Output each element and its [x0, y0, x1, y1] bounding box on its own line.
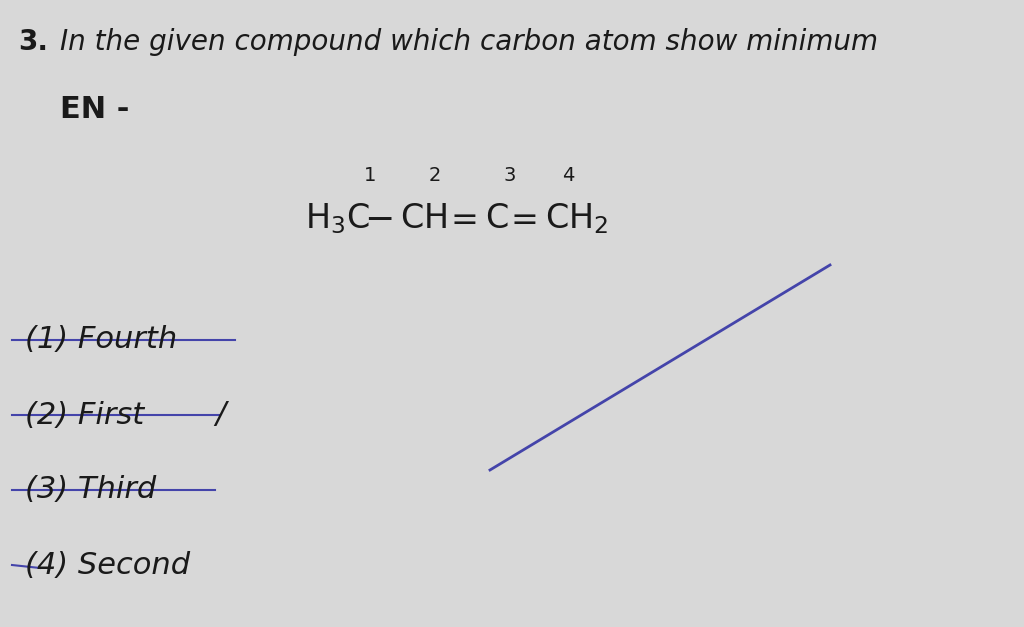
Text: (1) Fourth: (1) Fourth	[25, 325, 177, 354]
Text: $\mathrm{=}$: $\mathrm{=}$	[504, 202, 537, 235]
Text: (4) Second: (4) Second	[25, 551, 190, 579]
Text: (3) Third: (3) Third	[25, 475, 157, 505]
Text: 3: 3	[504, 166, 516, 185]
Text: $\mathrm{H_3C}$: $\mathrm{H_3C}$	[305, 201, 370, 236]
Text: 4: 4	[562, 166, 574, 185]
Text: 3.: 3.	[18, 28, 48, 56]
Text: EN -: EN -	[60, 95, 129, 124]
Text: 2: 2	[429, 166, 441, 185]
Text: $\mathrm{CH_2}$: $\mathrm{CH_2}$	[545, 201, 608, 236]
Text: $\mathrm{C}$: $\mathrm{C}$	[485, 202, 509, 235]
Text: $\mathrm{-}$: $\mathrm{-}$	[364, 201, 392, 235]
Text: (2) First: (2) First	[25, 401, 144, 429]
Text: $\mathrm{=}$: $\mathrm{=}$	[443, 202, 476, 235]
Text: 1: 1	[364, 166, 376, 185]
Text: In the given compound which carbon atom show minimum: In the given compound which carbon atom …	[60, 28, 878, 56]
Text: /: /	[215, 401, 225, 429]
Text: $\mathrm{CH}$: $\mathrm{CH}$	[400, 202, 447, 235]
